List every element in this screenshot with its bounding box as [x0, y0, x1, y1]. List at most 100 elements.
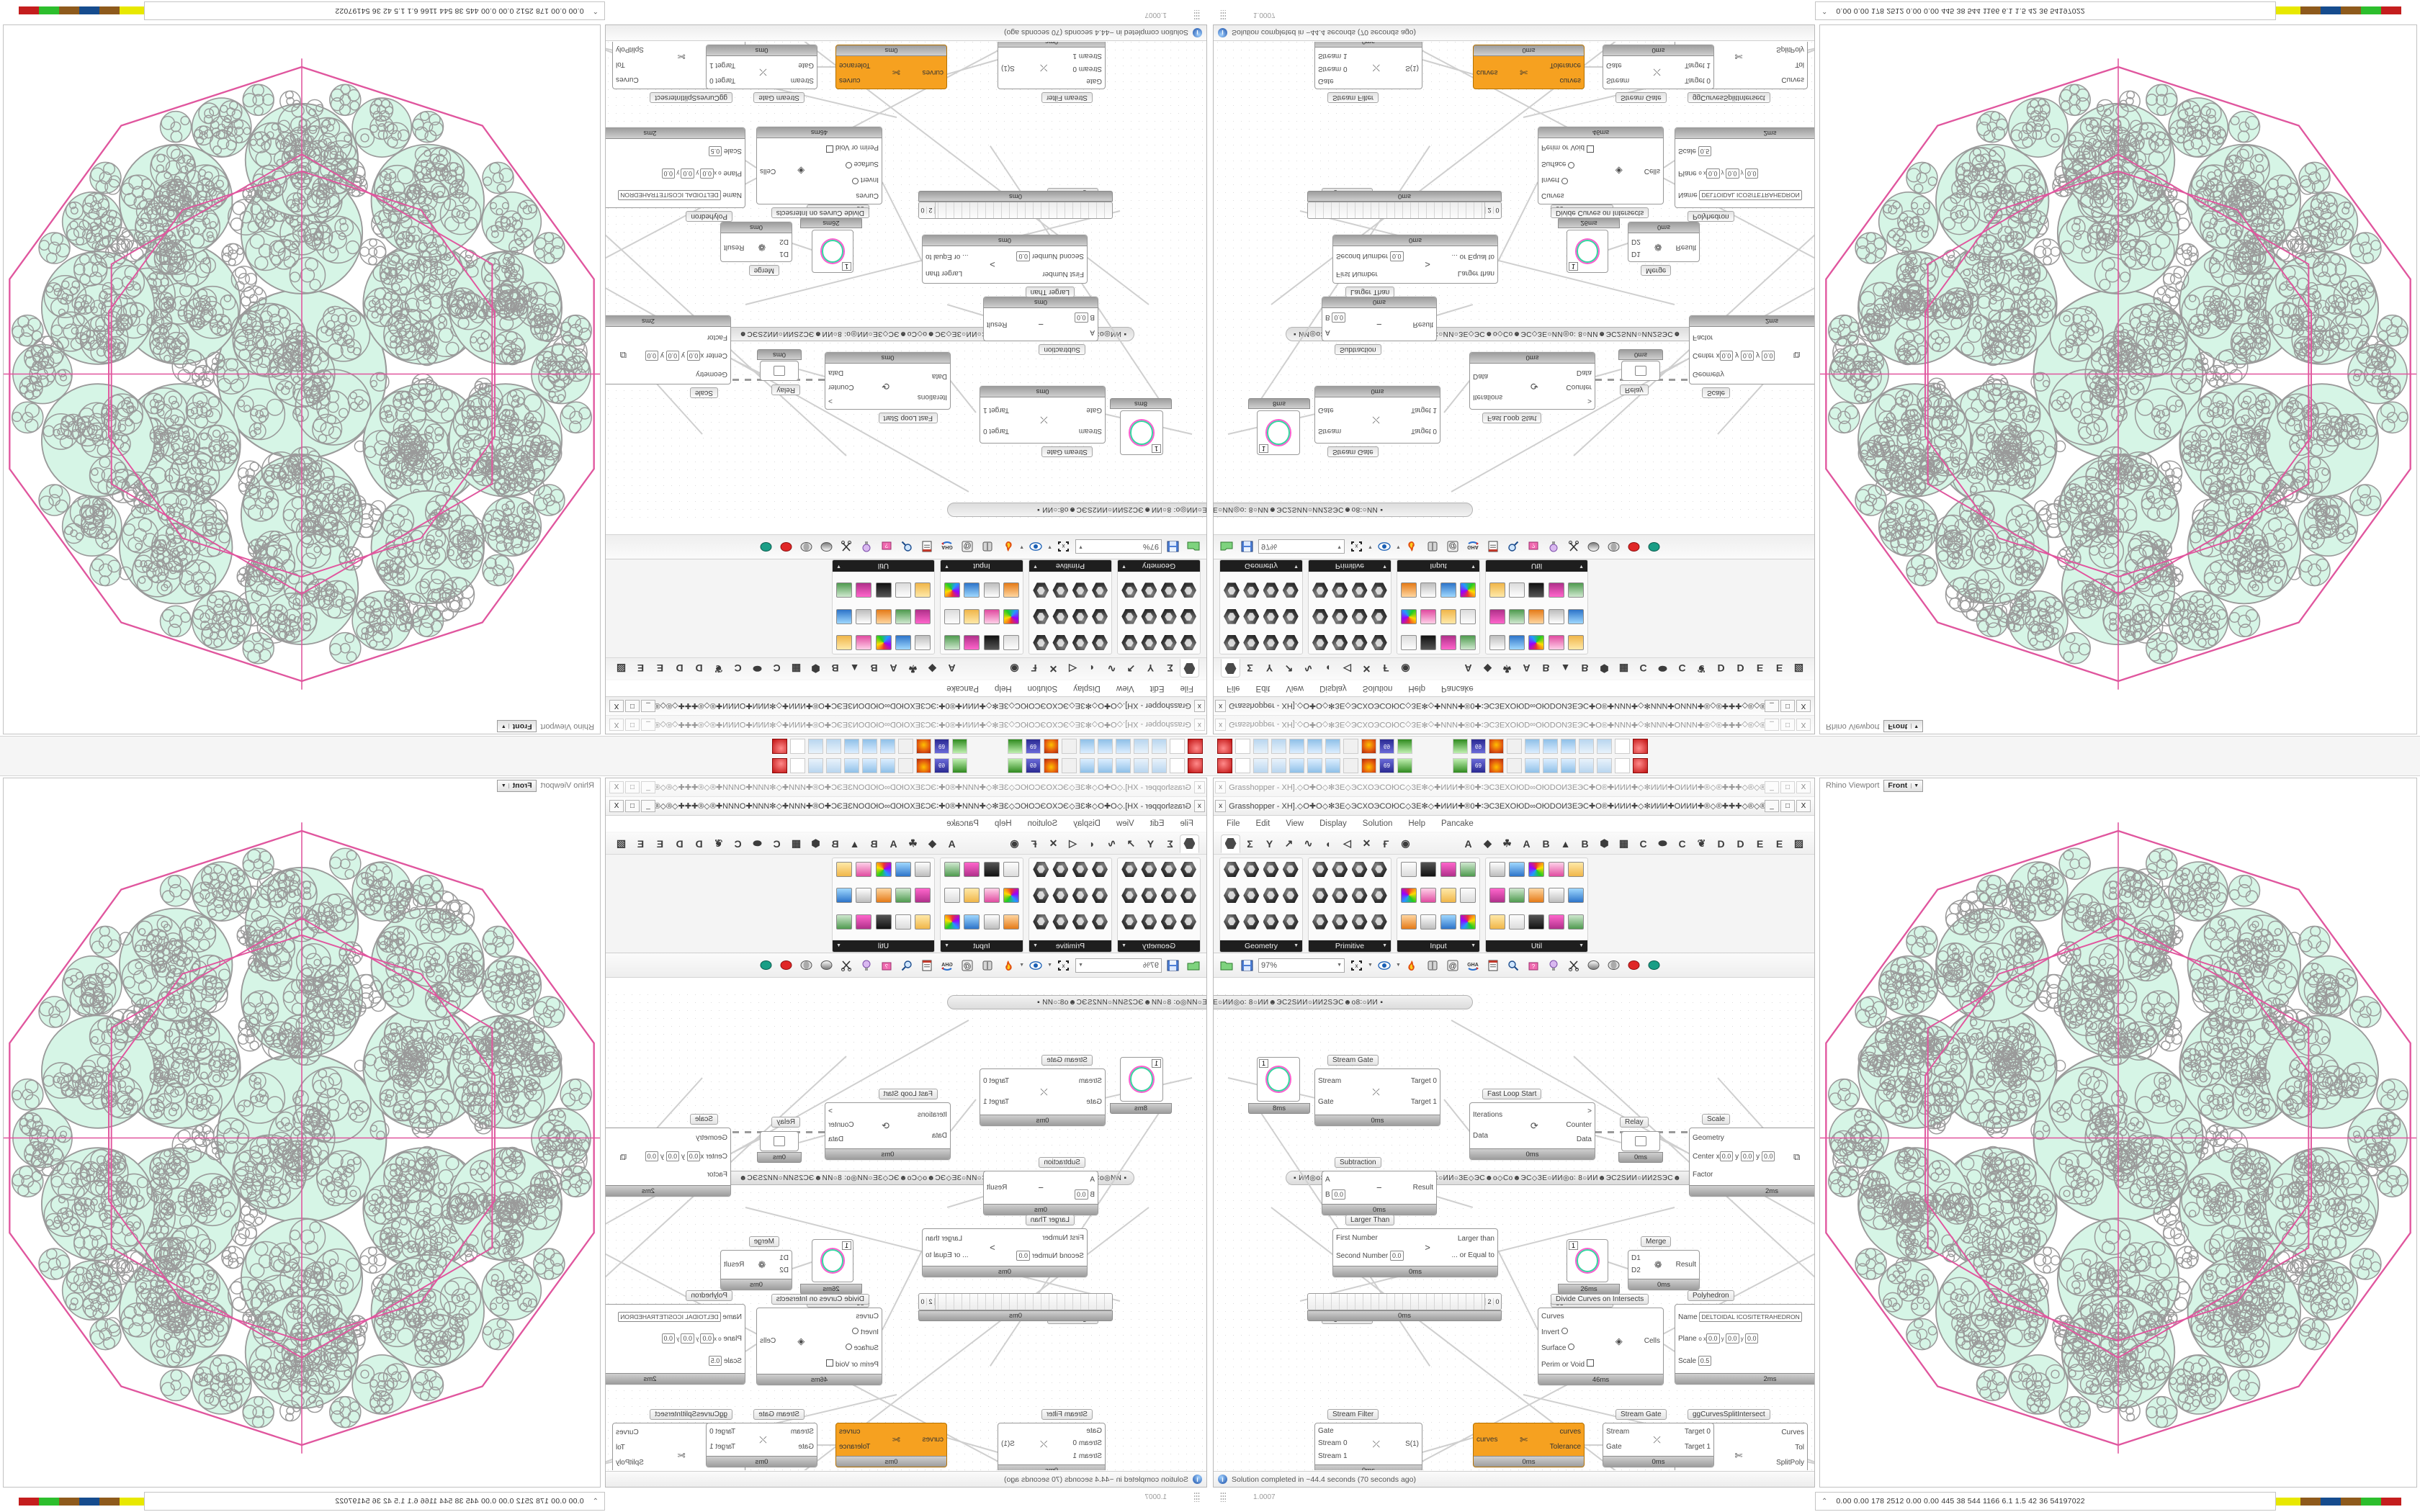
- intersect-tab[interactable]: ✕: [1044, 660, 1063, 678]
- input-port[interactable]: Stream: [790, 1428, 814, 1436]
- viewport-view-combo[interactable]: Front ▼: [1883, 720, 1924, 733]
- boolean-checkbox-icon[interactable]: [1586, 1359, 1594, 1367]
- component-nickname[interactable]: Stream Gate: [1327, 1055, 1379, 1066]
- menu-item-pancake[interactable]: Pancake: [946, 819, 979, 828]
- component-button[interactable]: [854, 913, 873, 931]
- connection-wire[interactable]: [946, 1099, 977, 1136]
- menu-item-file[interactable]: File: [1180, 684, 1193, 693]
- scissors-icon[interactable]: [838, 539, 855, 556]
- output-port[interactable]: Counter: [1566, 1121, 1592, 1130]
- ribbon-tab-strip[interactable]: Σ Υ ↗ ∿ ◖ ◁ ✕ Ғ ◉ A ◆ ☘ A B ▲ B ⬢ ▦ C ⬬ C ❦ D D E E ▨: [606, 833, 1206, 855]
- component-outputs[interactable]: Target 0 Target 1: [1408, 397, 1440, 443]
- vector-field[interactable]: 0.0: [1761, 350, 1775, 361]
- vector-tab[interactable]: ↗: [1279, 834, 1299, 853]
- boolean-toggle-icon[interactable]: [1561, 1328, 1568, 1335]
- component-button[interactable]: [1330, 913, 1349, 931]
- curve-tab[interactable]: ∿: [1299, 834, 1318, 853]
- gh-component[interactable]: D1 D2 ❁ Result 0ms: [1628, 222, 1700, 262]
- rhino-icon-strip[interactable]: 69 69: [0, 736, 1210, 756]
- gh-component[interactable]: curves ✄ curves Tolerance 0ms: [835, 1423, 947, 1467]
- output-port[interactable]: Cells: [760, 167, 776, 176]
- rhino-logo-icon[interactable]: [1188, 739, 1203, 754]
- layer-copy-icon[interactable]: [1597, 758, 1612, 773]
- flame-icon[interactable]: [1361, 758, 1376, 773]
- addon-bird-tab[interactable]: ❦: [1692, 660, 1711, 678]
- search-icon[interactable]: [898, 957, 915, 974]
- input-port[interactable]: Surface: [1541, 1343, 1575, 1353]
- component-inputs[interactable]: Curves Invert Surface Perim or Void: [1538, 138, 1597, 204]
- input-port[interactable]: Stream: [1318, 427, 1342, 436]
- output-port[interactable]: ... or Equal to: [1451, 1251, 1494, 1260]
- green-monitor-icon[interactable]: [952, 758, 967, 773]
- addon-e1-tab[interactable]: E: [1750, 834, 1770, 853]
- component-button[interactable]: [1052, 860, 1070, 878]
- slider-digit[interactable]: 0: [1493, 1298, 1501, 1305]
- notes2-icon[interactable]: [1307, 739, 1322, 754]
- component-nickname[interactable]: Merge: [748, 265, 779, 276]
- scissors-icon[interactable]: [838, 957, 855, 974]
- input-port[interactable]: Factor: [1693, 1170, 1713, 1179]
- vector-field[interactable]: 0.0: [1719, 1151, 1734, 1162]
- component-button[interactable]: [1052, 581, 1070, 599]
- addon-dot-tab[interactable]: ⬬: [1653, 834, 1672, 853]
- menu-item-edit[interactable]: Edit: [1255, 684, 1270, 693]
- component-outputs[interactable]: > Counter Data: [825, 364, 857, 409]
- transform-tab[interactable]: Ғ: [1376, 834, 1396, 853]
- layer-color-swatch[interactable]: [2361, 1497, 2381, 1506]
- component-button[interactable]: [1370, 886, 1389, 904]
- component-button[interactable]: [1179, 860, 1198, 878]
- gh-component[interactable]: Iterations Data ⟳ > Counter Data 0ms: [1469, 1102, 1595, 1160]
- output-port[interactable]: Counter: [828, 1121, 854, 1130]
- viewport-view-combo[interactable]: Front ▼: [496, 779, 537, 792]
- minimize-button-shadow[interactable]: _: [641, 719, 655, 731]
- input-port[interactable]: Surface: [1541, 159, 1575, 169]
- plane-origin-field[interactable]: 0.0: [1744, 1333, 1759, 1344]
- component-button[interactable]: [835, 634, 853, 652]
- addon-d2-tab[interactable]: D: [1731, 834, 1750, 853]
- component-button[interactable]: [1179, 634, 1198, 652]
- layer-copy2-icon[interactable]: [826, 739, 841, 754]
- addon-e1-tab[interactable]: E: [1750, 660, 1770, 678]
- input-port[interactable]: B 0.0: [1075, 1189, 1095, 1200]
- component-button[interactable]: [1567, 634, 1585, 652]
- component-nickname[interactable]: Stream Gate: [753, 92, 805, 103]
- component-inputs[interactable]: Gate Stream 0 Stream 1: [1070, 1423, 1105, 1464]
- transform-tab[interactable]: Ғ: [1024, 660, 1044, 678]
- green-monitor-icon[interactable]: [1453, 758, 1468, 773]
- shaded-preview-icon[interactable]: [797, 539, 815, 556]
- output-port[interactable]: Target 1: [983, 405, 1010, 414]
- ribbon-panel-grid[interactable]: [941, 858, 1023, 940]
- component-button[interactable]: [1140, 608, 1159, 626]
- layer-copy2-icon[interactable]: [1271, 739, 1286, 754]
- maximize-button-shadow[interactable]: □: [625, 719, 640, 731]
- addon-dot-tab[interactable]: ⬬: [748, 834, 767, 853]
- input-port[interactable]: Curves: [1541, 1313, 1564, 1321]
- component-button[interactable]: [1179, 886, 1198, 904]
- input-port[interactable]: Stream: [1606, 1428, 1630, 1436]
- input-port[interactable]: Stream 1: [1072, 1452, 1102, 1461]
- chevron-up-icon[interactable]: ⌃: [1821, 6, 1828, 15]
- bulb-icon[interactable]: [1545, 957, 1562, 974]
- gh-component[interactable]: First Number Second Number 0.0 > Larger tha…: [1332, 235, 1498, 284]
- notes3-icon[interactable]: [880, 739, 895, 754]
- addon-a2-tab[interactable]: A: [1517, 660, 1536, 678]
- save-file-icon[interactable]: [1238, 539, 1255, 556]
- component-button[interactable]: [1488, 886, 1507, 904]
- component-button[interactable]: [1071, 581, 1090, 599]
- component-nickname[interactable]: Merge: [1641, 1236, 1672, 1247]
- output-port[interactable]: Counter: [828, 382, 854, 391]
- plane-origin-field[interactable]: 0.0: [681, 168, 694, 179]
- cow-icon[interactable]: [1615, 739, 1630, 754]
- ribbon-panel-label[interactable]: Util: [1486, 940, 1587, 952]
- component-button[interactable]: [854, 886, 873, 904]
- mesh-tab[interactable]: ◁: [1337, 834, 1357, 853]
- component-outputs[interactable]: curves Tolerance: [1547, 1423, 1584, 1456]
- vector-tab[interactable]: ↗: [1279, 660, 1299, 678]
- viewport-canvas[interactable]: [3, 25, 601, 719]
- component-nickname[interactable]: ggCurvesSplitIntersect: [1688, 92, 1770, 103]
- component-outputs[interactable]: Target 0 Target 1: [980, 397, 1012, 443]
- numeric-field[interactable]: 0.0: [1390, 251, 1404, 262]
- zoom-extents-icon[interactable]: x: [1055, 539, 1072, 556]
